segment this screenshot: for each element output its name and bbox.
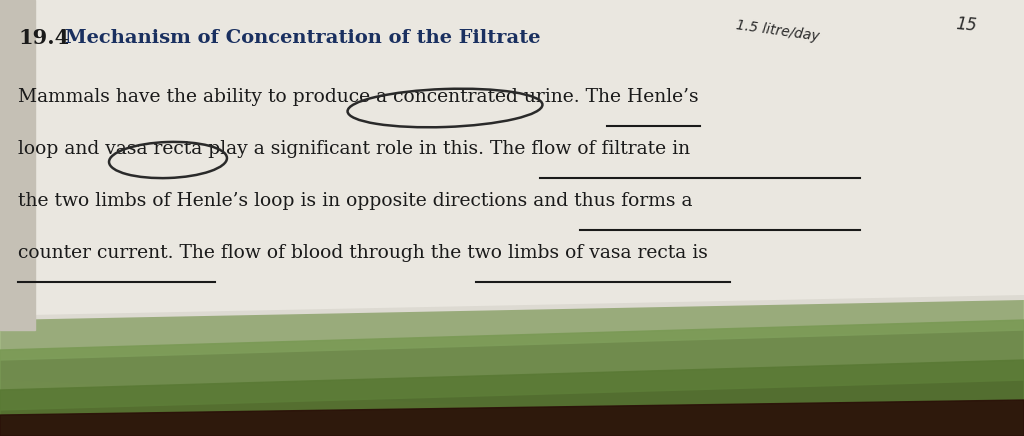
Polygon shape — [0, 320, 1024, 410]
Text: loop and vasa recta play a significant role in this. The flow of filtrate in: loop and vasa recta play a significant r… — [18, 140, 690, 158]
Text: Mammals have the ability to produce a concentrated urine. The Henle’s: Mammals have the ability to produce a co… — [18, 88, 698, 106]
Polygon shape — [0, 285, 1024, 360]
Polygon shape — [0, 360, 1024, 436]
Text: 15: 15 — [955, 15, 978, 35]
Text: the two limbs of Henle’s loop is in opposite directions and thus forms a: the two limbs of Henle’s loop is in oppo… — [18, 192, 692, 210]
Polygon shape — [0, 0, 1024, 320]
Text: Mechanism of Concentration of the Filtrate: Mechanism of Concentration of the Filtra… — [65, 29, 541, 47]
Text: counter current. The flow of blood through the two limbs of vasa recta is: counter current. The flow of blood throu… — [18, 244, 708, 262]
Polygon shape — [0, 0, 35, 330]
Polygon shape — [30, 0, 1024, 315]
Text: 19.4: 19.4 — [18, 28, 70, 48]
Polygon shape — [0, 400, 1024, 436]
Text: 1.5 litre/day: 1.5 litre/day — [735, 18, 820, 44]
